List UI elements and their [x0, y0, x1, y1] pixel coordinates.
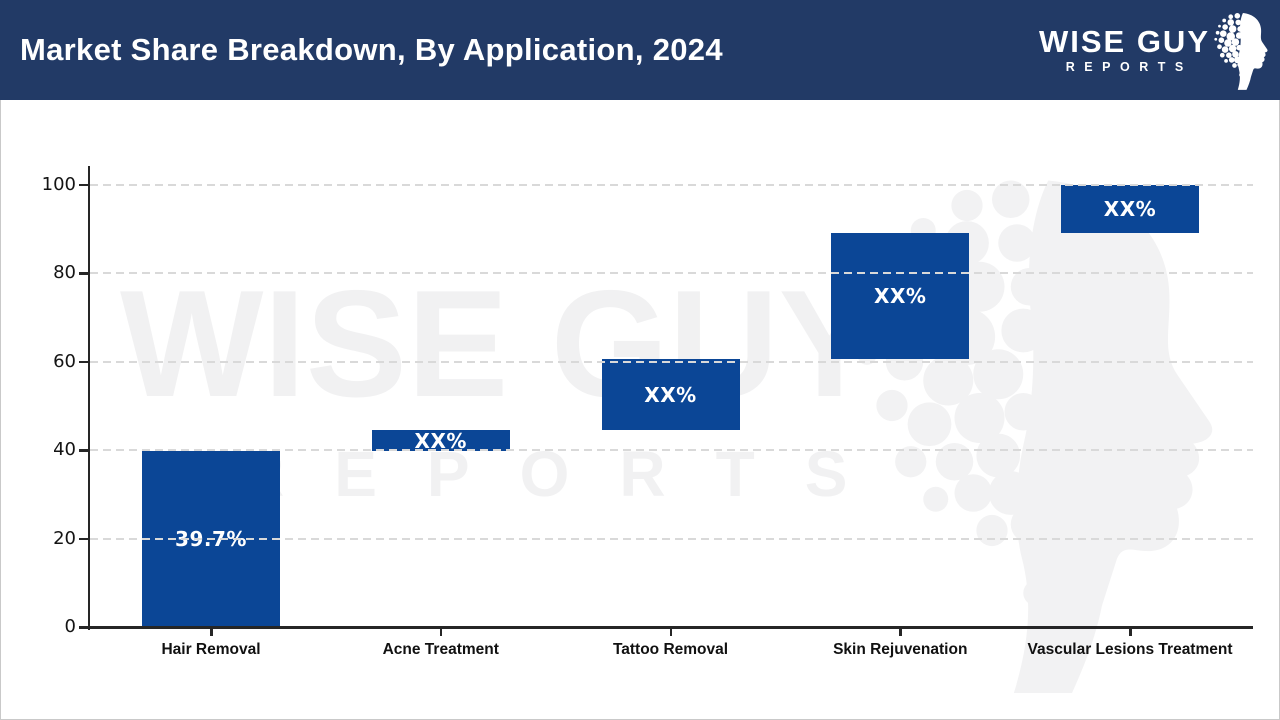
bar-tattoo-removal: XX% [601, 359, 740, 431]
gridline-60 [90, 360, 1253, 363]
y-tick-label-60: 60 [53, 350, 76, 372]
wise-guy-logo: WISE GUY REPORTS [1039, 0, 1272, 100]
x-tick-skin-rejuvenation [899, 628, 902, 636]
watermark-wise-guy-text: WISE GUY [120, 259, 881, 429]
y-tick-60 [79, 360, 88, 363]
y-tick-label-80: 80 [53, 262, 76, 283]
bar-skin-rejuvenation: XX% [831, 233, 970, 360]
bar-value-label-skin-rejuvenation: XX% [874, 284, 927, 309]
y-tick-80 [79, 272, 88, 275]
x-tick-acne-treatment [439, 628, 443, 636]
x-tick-vascular-lesions-treatment [1129, 628, 1132, 636]
gridline-80 [90, 272, 1253, 274]
logo-wise-guy-text: WISE GUY [1038, 24, 1210, 60]
bar-vascular-lesions-treatment: XX% [1061, 184, 1199, 234]
watermark-reports-text: REPORTS [238, 438, 898, 510]
bar-value-label-acne-treatment: XX% [414, 428, 467, 453]
x-tick-hair-removal [210, 628, 213, 636]
y-tick-label-40: 40 [53, 439, 76, 460]
x-label-tattoo-removal: Tattoo Removal [612, 641, 729, 658]
x-label-hair-removal: Hair Removal [161, 641, 261, 658]
x-axis-line [88, 626, 1253, 629]
y-tick-100 [79, 183, 88, 186]
gridline-100 [90, 183, 1253, 186]
x-tick-tattoo-removal [669, 628, 672, 636]
bar-value-label-vascular-lesions-treatment: XX% [1103, 196, 1157, 221]
y-tick-label-20: 20 [53, 527, 76, 549]
y-tick-20 [79, 537, 88, 540]
x-label-skin-rejuvenation: Skin Rejuvenation [833, 641, 968, 658]
x-label-vascular-lesions-treatment: Vascular Lesions Treatment [1027, 641, 1233, 658]
bar-value-label-tattoo-removal: XX% [644, 382, 697, 407]
logo-reports-text: REPORTS [1065, 60, 1193, 75]
x-label-acne-treatment: Acne Treatment [382, 641, 499, 658]
y-tick-label-100: 100 [41, 173, 76, 195]
bar-acne-treatment: XX% [371, 428, 510, 453]
page-title: Market Share Breakdown, By Application, … [20, 32, 723, 67]
logo-text: WISE GUY REPORTS [1039, 26, 1210, 74]
y-tick-label-0: 0 [64, 616, 76, 637]
gridline-40 [90, 449, 1253, 451]
y-tick-0 [79, 626, 88, 629]
gridline-20 [90, 537, 1253, 540]
header-bar: Market Share Breakdown, By Application, … [0, 0, 1280, 100]
y-axis-line [88, 166, 90, 630]
y-tick-40 [79, 449, 88, 452]
